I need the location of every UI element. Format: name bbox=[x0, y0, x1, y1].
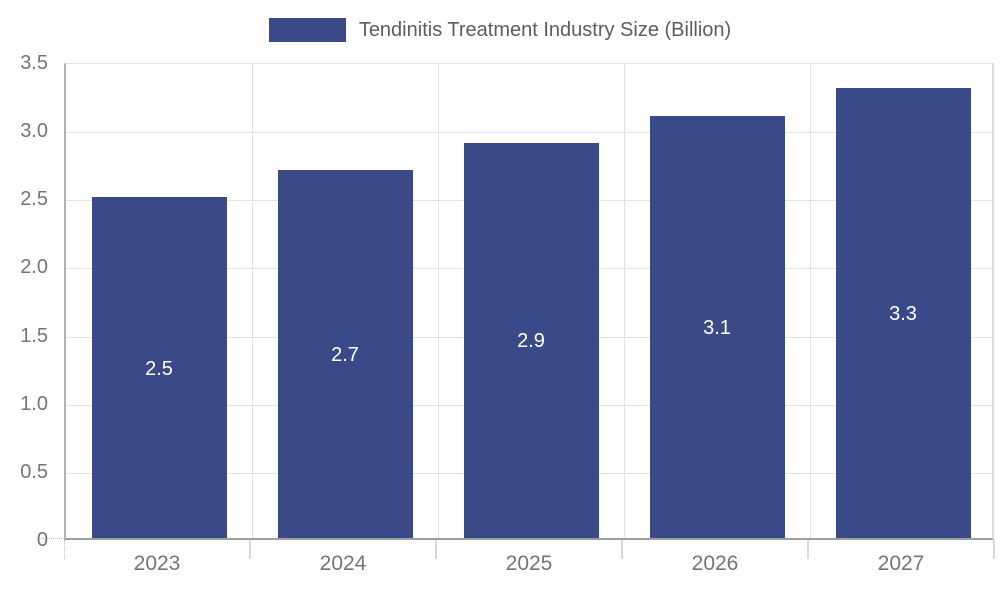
x-tick-label: 2027 bbox=[877, 552, 925, 575]
x-axis-tick bbox=[249, 540, 251, 559]
y-tick-label: 1.0 bbox=[20, 392, 48, 415]
y-tick-label: 0 bbox=[36, 529, 48, 551]
x-axis-tick bbox=[807, 540, 809, 559]
bar-value-label: 2.7 bbox=[331, 344, 359, 366]
x-tick-label: 2023 bbox=[133, 552, 181, 575]
x-tick-label: 2025 bbox=[505, 552, 553, 575]
v-gridline bbox=[624, 64, 625, 538]
v-gridline bbox=[252, 64, 253, 538]
x-tick-label: 2024 bbox=[319, 552, 367, 575]
y-tick-label: 2.5 bbox=[20, 188, 48, 211]
x-axis-tick bbox=[621, 540, 623, 559]
bar-2023 bbox=[91, 197, 227, 538]
legend: Tendinitis Treatment Industry Size (Bill… bbox=[0, 14, 1000, 46]
bar-value-label: 2.9 bbox=[517, 330, 545, 353]
bar-2024 bbox=[277, 170, 413, 538]
x-tick-label: 2026 bbox=[691, 552, 739, 575]
y-tick-label: 1.5 bbox=[20, 324, 48, 347]
y-tick-label: 3.5 bbox=[20, 52, 48, 74]
bar-2025 bbox=[463, 142, 599, 538]
y-tick-label: 2.0 bbox=[20, 256, 48, 279]
y-tick-label: 0.5 bbox=[20, 460, 48, 483]
bar-value-label: 3.1 bbox=[703, 316, 731, 339]
v-gridline bbox=[810, 64, 811, 538]
origin-guide-line bbox=[41, 538, 64, 539]
y-tick-label: 3.0 bbox=[20, 120, 48, 143]
h-gridline bbox=[66, 132, 992, 134]
bar-value-label: 2.5 bbox=[145, 357, 173, 380]
x-axis-tick bbox=[435, 540, 437, 559]
bar-2027 bbox=[835, 88, 971, 538]
x-axis-tick bbox=[993, 540, 995, 559]
legend-swatch bbox=[268, 18, 346, 42]
plot-area: 2.5 2.7 2.9 3.1 3.3 bbox=[64, 63, 994, 540]
origin-guide-tick bbox=[64, 540, 65, 560]
v-gridline bbox=[438, 64, 439, 538]
legend-label: Tendinitis Treatment Industry Size (Bill… bbox=[358, 18, 732, 41]
bar-value-label: 3.3 bbox=[889, 303, 917, 326]
bar-2026 bbox=[649, 115, 785, 538]
